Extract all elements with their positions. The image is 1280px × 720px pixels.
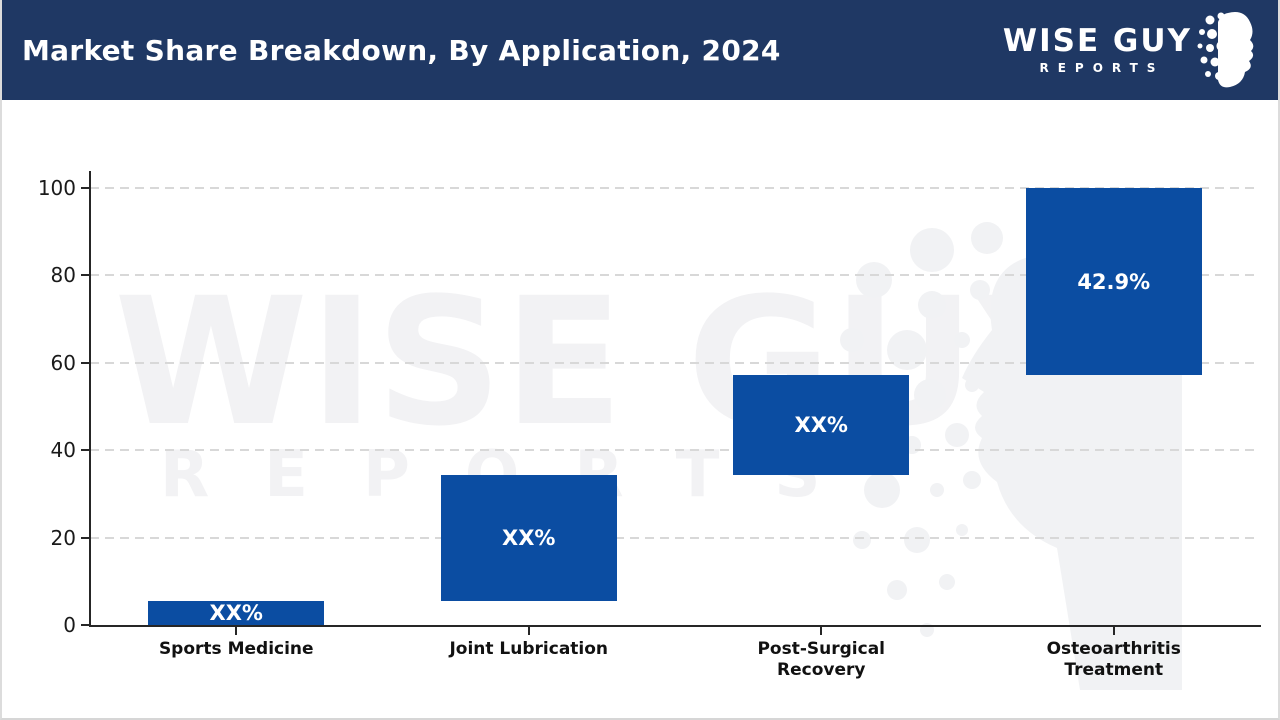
y-tick	[81, 536, 89, 539]
header-bar: Market Share Breakdown, By Application, …	[2, 0, 1278, 100]
bar-value-label: XX%	[502, 526, 556, 551]
brand-subname: REPORTS	[1039, 61, 1165, 75]
x-category-label: Post-Surgical Recovery	[757, 639, 886, 680]
brand-name: WISE GUY	[1002, 23, 1192, 59]
gridline	[90, 536, 1260, 539]
y-axis-line	[89, 170, 91, 627]
x-axis-line	[89, 625, 1261, 627]
x-category-label: Osteoarthritis Treatment	[1046, 639, 1181, 680]
bar-segment	[1025, 188, 1202, 376]
x-tick	[820, 627, 823, 635]
y-tick-label: 40	[50, 438, 76, 463]
x-tick	[235, 627, 238, 635]
y-tick	[81, 187, 89, 189]
bar-segment	[733, 375, 910, 476]
y-tick	[81, 624, 89, 626]
y-tick-label: 20	[50, 525, 76, 550]
gridline	[90, 361, 1260, 364]
y-tick-label: 0	[63, 613, 76, 637]
x-tick	[1112, 627, 1115, 635]
gridline	[90, 274, 1260, 277]
y-tick	[81, 361, 89, 364]
y-tick-label: 100	[37, 176, 76, 200]
y-tick	[81, 449, 89, 452]
bar-segment	[148, 600, 325, 625]
brand-logo: WISE GUY REPORTS	[1003, 8, 1258, 92]
bar-value-label: XX%	[794, 413, 848, 438]
x-category-label: Sports Medicine	[158, 639, 314, 659]
chart-title: Market Share Breakdown, By Application, …	[22, 33, 781, 67]
y-tick	[81, 274, 89, 277]
bar-segment	[440, 475, 617, 601]
bar-value-label: 42.9%	[1077, 269, 1151, 294]
logo-face-icon	[1197, 12, 1254, 88]
x-tick	[527, 627, 530, 635]
x-category-label: Joint Lubrication	[449, 639, 609, 659]
gridline	[90, 187, 1260, 189]
y-tick-label: 60	[50, 350, 76, 375]
y-tick-label: 80	[50, 263, 76, 288]
brand-logo-text: WISE GUY REPORTS	[1002, 23, 1192, 75]
bar-value-label: XX%	[209, 600, 263, 625]
gridline	[90, 449, 1260, 452]
